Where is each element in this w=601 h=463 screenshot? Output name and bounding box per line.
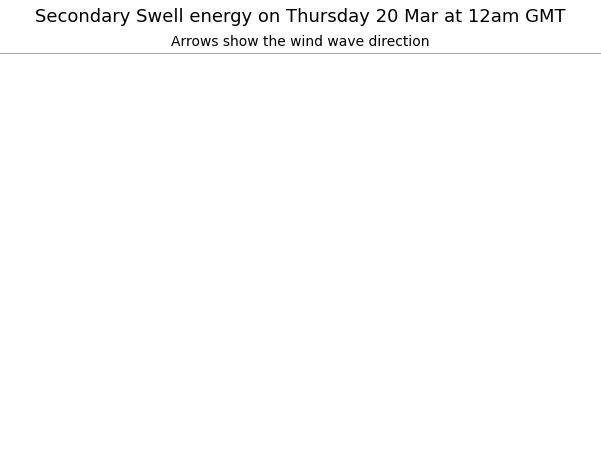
Text: Secondary Swell energy on Thursday 20 Mar at 12am GMT: Secondary Swell energy on Thursday 20 Ma… — [35, 8, 566, 26]
Text: Arrows show the wind wave direction: Arrows show the wind wave direction — [171, 35, 430, 49]
